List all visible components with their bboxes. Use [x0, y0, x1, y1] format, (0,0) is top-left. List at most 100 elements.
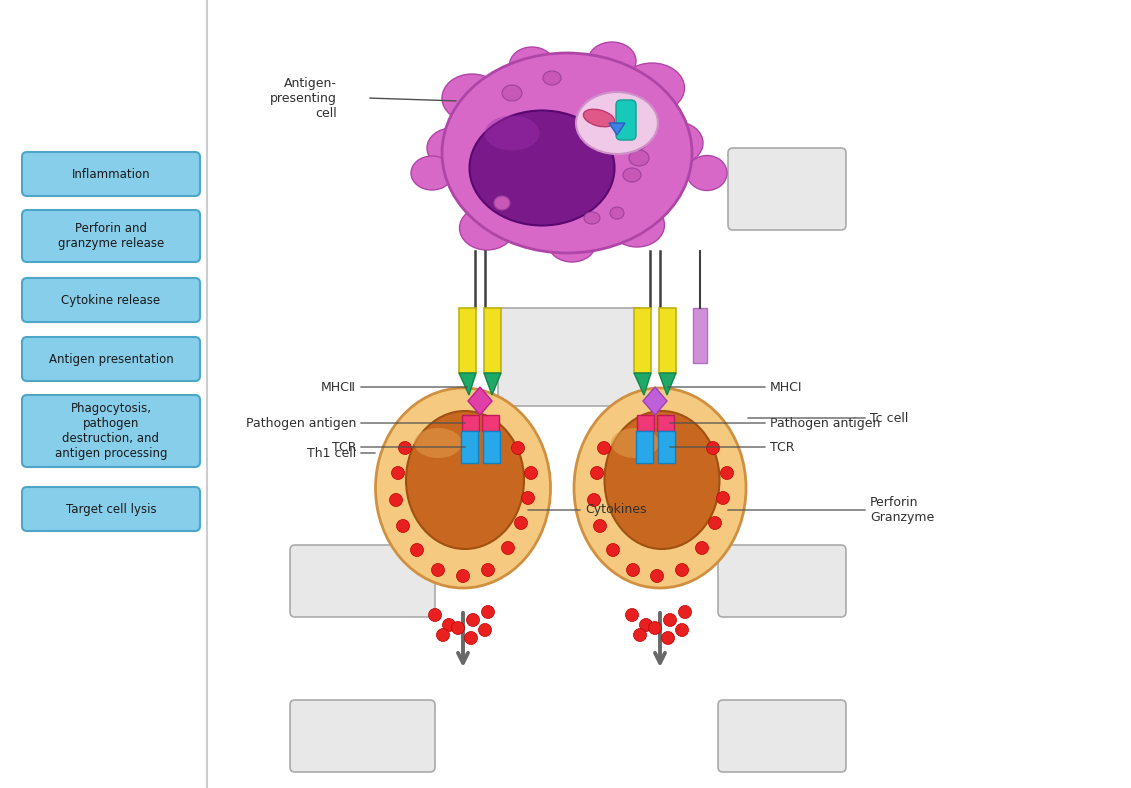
Circle shape: [587, 493, 601, 507]
Circle shape: [606, 544, 620, 556]
Circle shape: [639, 619, 653, 631]
Circle shape: [389, 493, 403, 507]
Polygon shape: [634, 373, 651, 395]
Text: Pathogen antigen: Pathogen antigen: [770, 417, 880, 429]
Circle shape: [679, 605, 691, 619]
Text: Perforin and
granzyme release: Perforin and granzyme release: [58, 222, 164, 250]
Bar: [659, 308, 676, 373]
FancyBboxPatch shape: [21, 395, 200, 467]
Circle shape: [707, 441, 719, 455]
Ellipse shape: [611, 428, 659, 458]
Ellipse shape: [442, 74, 502, 122]
Circle shape: [482, 563, 494, 577]
Bar: [484, 308, 501, 373]
FancyBboxPatch shape: [498, 308, 644, 406]
Ellipse shape: [651, 122, 703, 164]
Text: Perforin
Granzyme: Perforin Granzyme: [870, 496, 934, 524]
Circle shape: [594, 519, 606, 533]
Text: MHCⅠ: MHCⅠ: [770, 381, 803, 393]
Ellipse shape: [442, 53, 692, 253]
FancyBboxPatch shape: [21, 337, 200, 381]
Text: Antigen presentation: Antigen presentation: [49, 352, 173, 366]
Text: Phagocytosis,
pathogen
destruction, and
antigen processing: Phagocytosis, pathogen destruction, and …: [54, 402, 167, 460]
Bar: [459, 308, 476, 373]
Circle shape: [398, 441, 412, 455]
Ellipse shape: [414, 428, 461, 458]
Ellipse shape: [623, 131, 647, 151]
Ellipse shape: [502, 85, 523, 101]
Ellipse shape: [509, 47, 554, 83]
Bar: [657, 415, 674, 431]
Bar: [693, 308, 707, 363]
Text: Th1 cell: Th1 cell: [307, 447, 356, 459]
FancyBboxPatch shape: [290, 545, 435, 617]
Bar: [483, 431, 500, 463]
Text: Inflammation: Inflammation: [71, 168, 150, 180]
Text: Antigen-
presenting
cell: Antigen- presenting cell: [270, 76, 337, 120]
Circle shape: [411, 544, 423, 556]
Ellipse shape: [459, 206, 515, 250]
Ellipse shape: [452, 61, 682, 246]
Polygon shape: [459, 373, 476, 395]
Circle shape: [696, 541, 708, 555]
FancyBboxPatch shape: [718, 545, 846, 617]
Text: Cytokine release: Cytokine release: [61, 293, 161, 307]
Bar: [461, 415, 480, 431]
Ellipse shape: [575, 388, 746, 588]
Circle shape: [451, 622, 465, 634]
Circle shape: [597, 441, 611, 455]
FancyBboxPatch shape: [616, 100, 636, 140]
Polygon shape: [608, 123, 625, 135]
Circle shape: [650, 570, 664, 582]
Circle shape: [457, 570, 469, 582]
Text: Pathogen antigen: Pathogen antigen: [245, 417, 356, 429]
Circle shape: [397, 519, 409, 533]
Circle shape: [501, 541, 515, 555]
Circle shape: [482, 605, 494, 619]
Circle shape: [717, 492, 729, 504]
Circle shape: [391, 466, 405, 480]
Ellipse shape: [610, 207, 624, 219]
Circle shape: [465, 631, 477, 645]
FancyBboxPatch shape: [728, 148, 846, 230]
Polygon shape: [484, 373, 501, 395]
Ellipse shape: [584, 212, 601, 224]
Text: Tc cell: Tc cell: [870, 411, 908, 425]
Text: MHCⅡ: MHCⅡ: [321, 381, 356, 393]
Ellipse shape: [484, 116, 539, 151]
FancyBboxPatch shape: [718, 700, 846, 772]
Ellipse shape: [576, 92, 658, 154]
Circle shape: [627, 563, 639, 577]
FancyBboxPatch shape: [21, 152, 200, 196]
Bar: [634, 308, 651, 373]
Bar: [637, 415, 654, 431]
Ellipse shape: [620, 63, 684, 113]
FancyBboxPatch shape: [290, 700, 435, 772]
Polygon shape: [468, 387, 492, 415]
Bar: [461, 431, 478, 463]
Bar: [482, 415, 499, 431]
Circle shape: [662, 631, 674, 645]
Circle shape: [466, 614, 480, 626]
Polygon shape: [644, 387, 667, 415]
Ellipse shape: [549, 224, 596, 262]
Circle shape: [432, 563, 444, 577]
Text: TCR: TCR: [770, 440, 794, 454]
Ellipse shape: [543, 71, 561, 85]
Circle shape: [633, 629, 647, 641]
Circle shape: [590, 466, 604, 480]
Circle shape: [648, 622, 662, 634]
Text: Cytokines: Cytokines: [585, 504, 647, 516]
Ellipse shape: [406, 411, 524, 549]
Ellipse shape: [428, 128, 477, 168]
Circle shape: [515, 516, 527, 530]
FancyBboxPatch shape: [21, 487, 200, 531]
Text: TCR: TCR: [331, 440, 356, 454]
Ellipse shape: [469, 110, 614, 225]
FancyBboxPatch shape: [21, 210, 200, 262]
Ellipse shape: [411, 156, 454, 190]
Circle shape: [429, 608, 441, 622]
Circle shape: [521, 492, 535, 504]
Ellipse shape: [604, 411, 719, 549]
Circle shape: [442, 619, 456, 631]
